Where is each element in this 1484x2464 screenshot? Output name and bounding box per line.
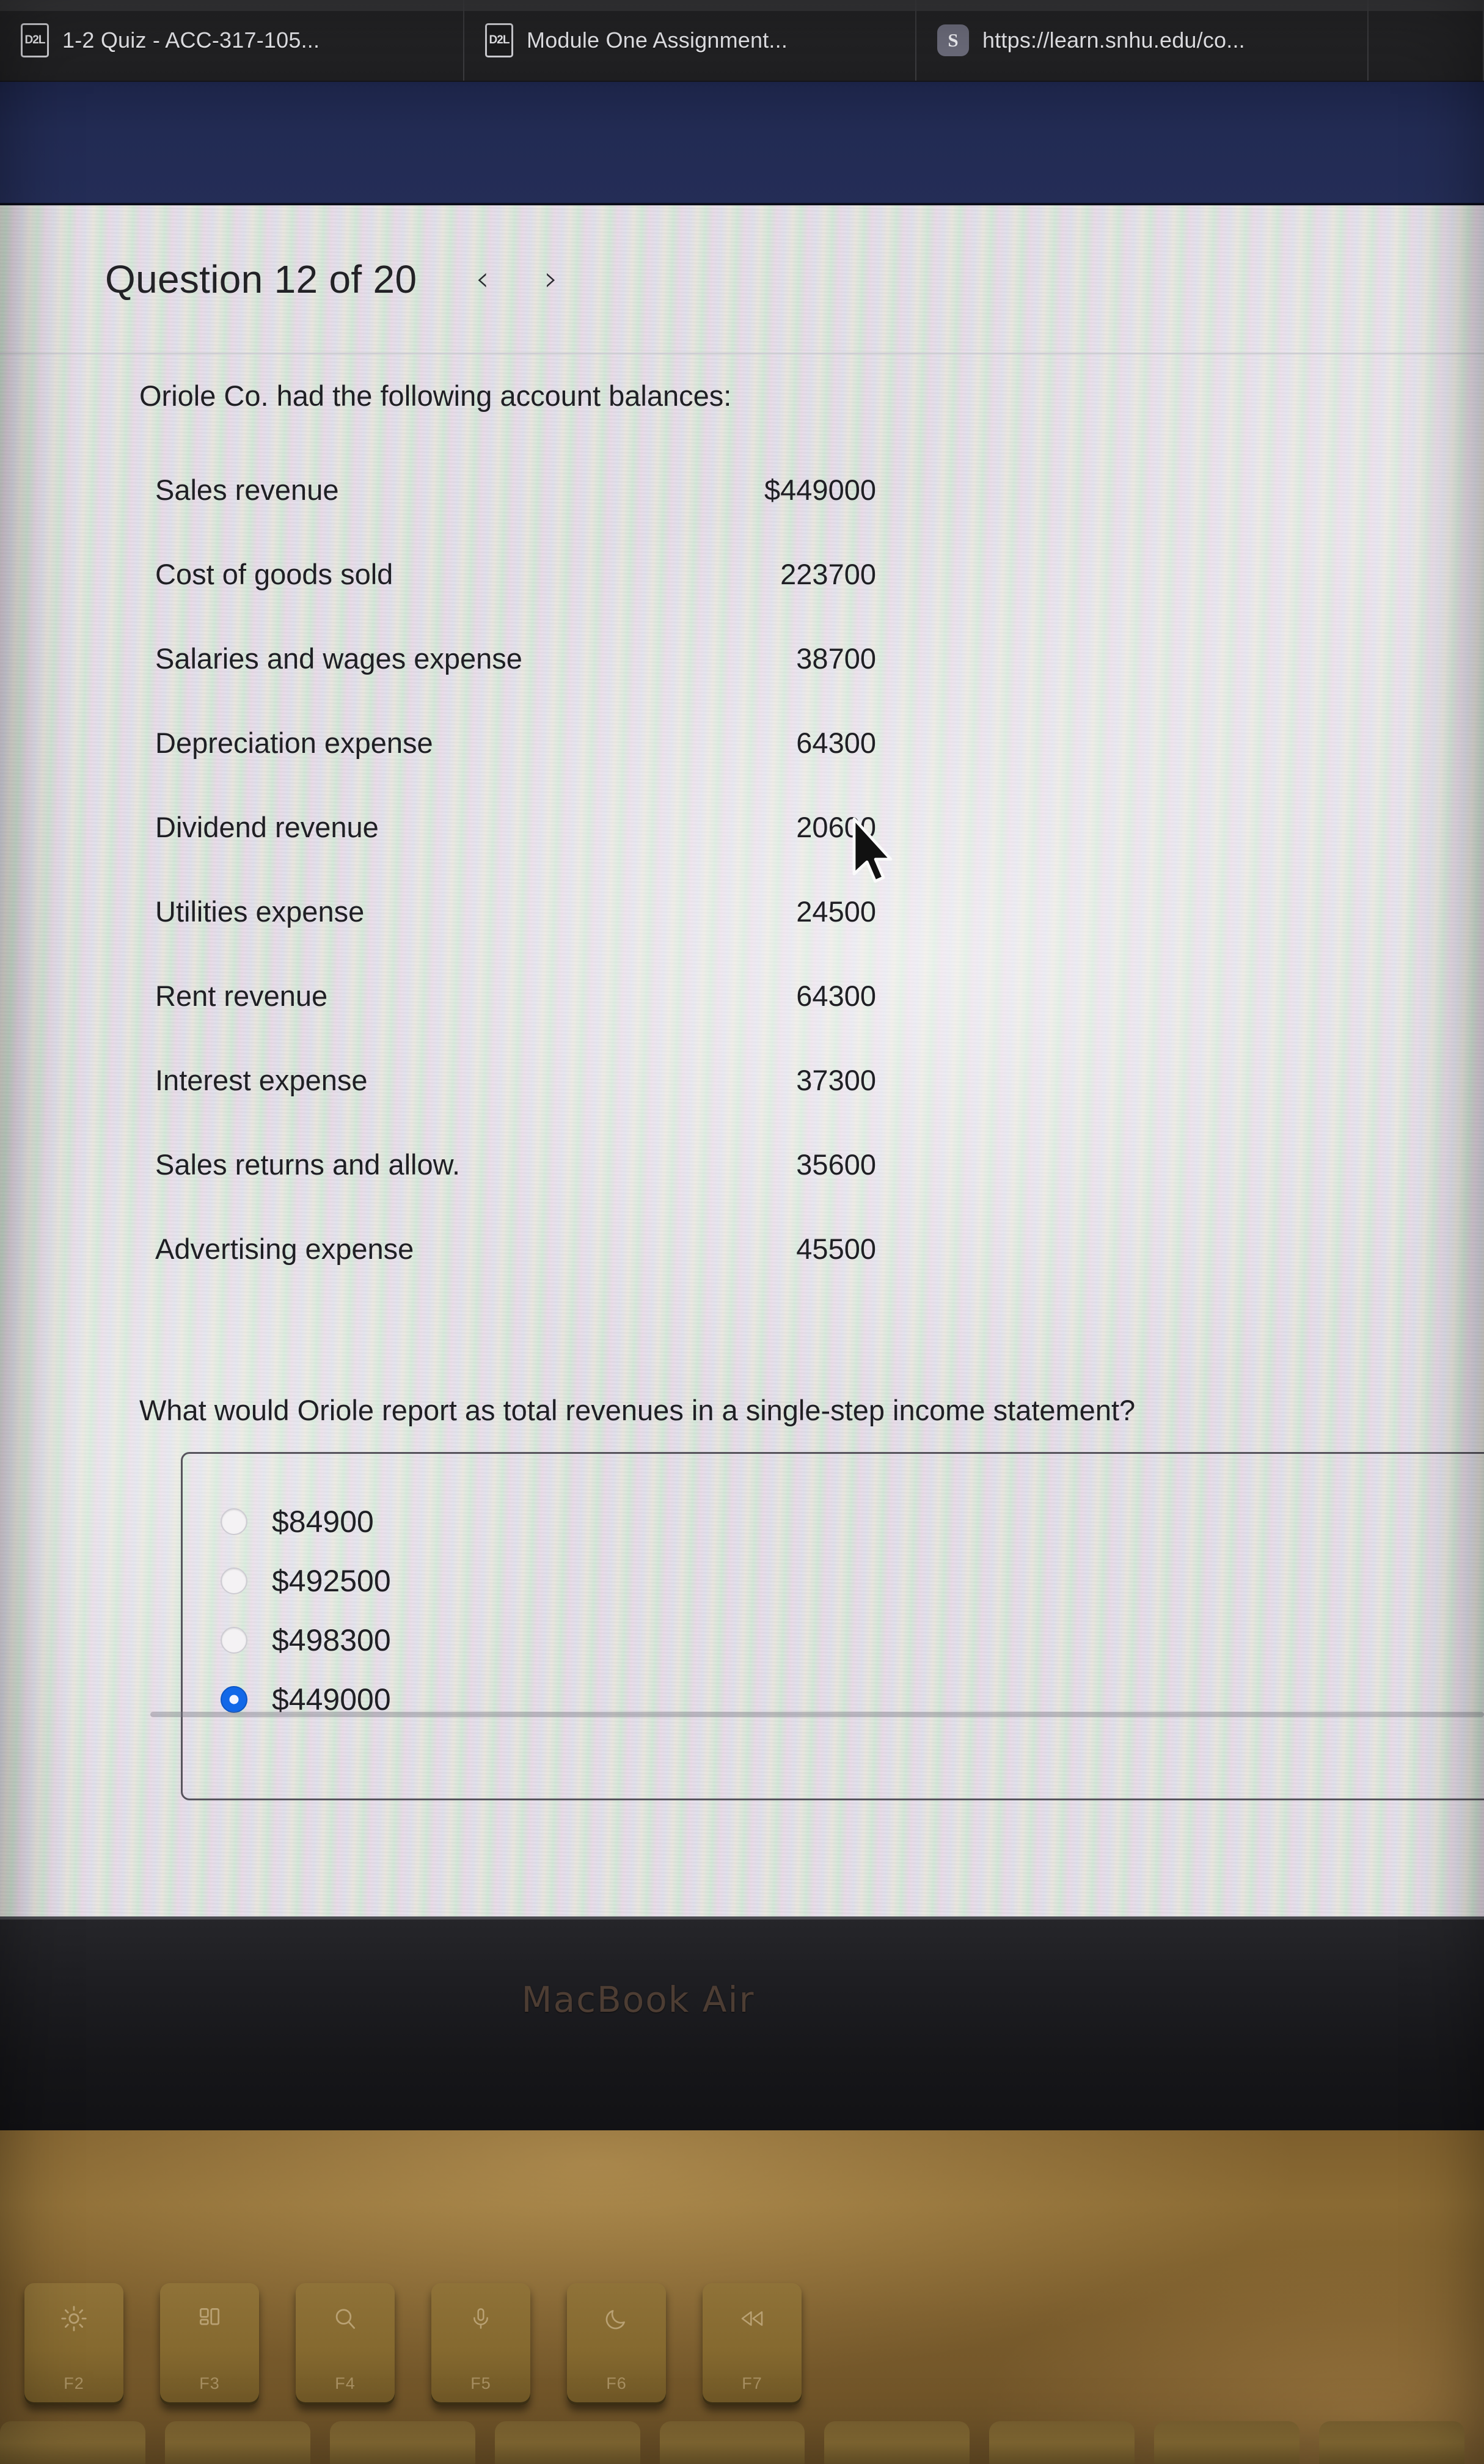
account-name: Interest expense <box>155 1064 368 1096</box>
table-row: Sales returns and allow. 35600 <box>155 1148 876 1232</box>
key-f5-dictation[interactable]: F5 <box>431 2283 530 2405</box>
account-name: Sales revenue <box>155 474 339 506</box>
account-balances-table: Sales revenue $449000 Cost of goods sold… <box>155 473 876 1316</box>
answer-option-2[interactable]: $492500 <box>221 1551 1484 1610</box>
key-f6-do-not-disturb[interactable]: F6 <box>567 2283 666 2405</box>
account-value: 223700 <box>780 558 876 590</box>
answer-option-1-label: $84900 <box>272 1504 374 1539</box>
question-header: Question 12 of 20 ‹ › <box>0 205 1484 354</box>
key-blank[interactable] <box>1319 2421 1465 2464</box>
key-f3-mission-control[interactable]: F3 <box>160 2283 259 2405</box>
key-f2-brightness-up[interactable]: F2 <box>24 2283 123 2405</box>
key-f6-label: F6 <box>606 2374 627 2392</box>
account-value: 64300 <box>796 727 876 759</box>
keyboard-number-row <box>0 2421 1484 2464</box>
key-f5-label: F5 <box>470 2374 491 2392</box>
account-value: $449000 <box>764 474 876 506</box>
browser-tab-1-label: 1-2 Quiz - ACC-317-105... <box>62 28 320 53</box>
answer-option-4-label: $449000 <box>272 1682 391 1717</box>
question-prompt: What would Oriole report as total revenu… <box>139 1394 1136 1426</box>
account-value: 38700 <box>796 642 876 675</box>
browser-tab-2-label: Module One Assignment... <box>527 28 788 53</box>
key-f2-label: F2 <box>64 2374 84 2392</box>
site-header-band <box>0 82 1484 205</box>
d2l-icon: D2L <box>21 23 49 57</box>
spotlight-search-icon <box>328 2301 362 2336</box>
radio-button-unselected[interactable] <box>221 1567 247 1594</box>
account-value: 64300 <box>796 980 876 1012</box>
answer-options-group: $84900 $492500 $498300 $449000 <box>181 1452 1484 1800</box>
key-f7-label: F7 <box>742 2374 762 2392</box>
key-blank[interactable] <box>989 2421 1135 2464</box>
brightness-up-icon <box>57 2301 91 2336</box>
key-f7-rewind[interactable]: F7 <box>703 2283 802 2405</box>
microphone-dictation-icon <box>464 2301 498 2336</box>
account-name: Sales returns and allow. <box>155 1148 461 1181</box>
question-intro-text: Oriole Co. had the following account bal… <box>139 380 732 412</box>
table-row: Cost of goods sold 223700 <box>155 557 876 642</box>
key-blank[interactable] <box>329 2421 475 2464</box>
do-not-disturb-moon-icon <box>599 2301 634 2336</box>
key-f4-label: F4 <box>335 2374 356 2392</box>
key-blank[interactable] <box>1154 2421 1300 2464</box>
table-row: Rent revenue 64300 <box>155 979 876 1063</box>
account-name: Rent revenue <box>155 980 328 1012</box>
table-row: Sales revenue $449000 <box>155 473 876 557</box>
table-row: Interest expense 37300 <box>155 1063 876 1148</box>
browser-tab-1[interactable]: D2L 1-2 Quiz - ACC-317-105... <box>0 0 464 81</box>
key-blank[interactable] <box>824 2421 970 2464</box>
account-name: Salaries and wages expense <box>155 642 522 675</box>
account-name: Advertising expense <box>155 1233 414 1265</box>
table-row: Advertising expense 45500 <box>155 1232 876 1316</box>
account-value: 24500 <box>796 895 876 928</box>
account-name: Dividend revenue <box>155 811 379 843</box>
browser-tab-bar: D2L 1-2 Quiz - ACC-317-105... D2L Module… <box>0 0 1484 82</box>
macbook-air-brand-label: MacBook Air <box>521 1979 755 2020</box>
answer-option-2-label: $492500 <box>272 1563 391 1598</box>
account-value: 45500 <box>796 1233 876 1265</box>
quiz-page: Question 12 of 20 ‹ › Oriole Co. had the… <box>0 205 1484 1916</box>
key-blank[interactable] <box>494 2421 640 2464</box>
account-name: Utilities expense <box>155 895 365 928</box>
mission-control-icon <box>192 2301 227 2336</box>
d2l-icon: D2L <box>485 23 513 57</box>
browser-tab-2[interactable]: D2L Module One Assignment... <box>464 0 916 81</box>
table-row: Salaries and wages expense 38700 <box>155 642 876 726</box>
browser-tab-4-partial[interactable] <box>1369 0 1484 81</box>
answer-option-3-label: $498300 <box>272 1623 391 1657</box>
answer-option-3[interactable]: $498300 <box>221 1610 1484 1670</box>
answer-option-4[interactable]: $449000 <box>221 1670 1484 1729</box>
radio-button-unselected[interactable] <box>221 1508 247 1535</box>
table-row: Depreciation expense 64300 <box>155 726 876 810</box>
account-value: 20600 <box>796 811 876 843</box>
account-value: 37300 <box>796 1064 876 1096</box>
account-value: 35600 <box>796 1148 876 1181</box>
question-body: Oriole Co. had the following account bal… <box>0 354 1484 1916</box>
table-row: Utilities expense 24500 <box>155 895 876 979</box>
key-blank[interactable] <box>659 2421 805 2464</box>
keyboard-function-row: F2 F3 F4 <box>0 2283 1484 2418</box>
rewind-previous-track-icon <box>735 2301 769 2336</box>
radio-button-unselected[interactable] <box>221 1626 247 1654</box>
laptop-bezel-chin <box>0 1916 1484 2130</box>
table-row: Dividend revenue 20600 <box>155 810 876 895</box>
page-title: Question 12 of 20 <box>105 257 417 301</box>
account-name: Depreciation expense <box>155 727 433 759</box>
answer-option-1[interactable]: $84900 <box>221 1492 1484 1551</box>
key-f3-label: F3 <box>199 2374 220 2392</box>
account-name: Cost of goods sold <box>155 558 393 590</box>
radio-button-selected[interactable] <box>221 1685 247 1713</box>
horizontal-scrollbar[interactable] <box>150 1712 1484 1717</box>
key-blank[interactable] <box>0 2421 145 2464</box>
question-navigation: ‹ › <box>475 262 558 296</box>
key-f4-spotlight-search[interactable]: F4 <box>296 2283 395 2405</box>
chevron-right-icon[interactable]: › <box>544 258 558 299</box>
chevron-left-icon[interactable]: ‹ <box>475 258 489 299</box>
key-blank[interactable] <box>164 2421 310 2464</box>
browser-tab-3[interactable]: S https://learn.snhu.edu/co... <box>916 0 1369 81</box>
snhu-s-icon: S <box>937 24 969 56</box>
browser-tab-3-label: https://learn.snhu.edu/co... <box>982 28 1245 53</box>
